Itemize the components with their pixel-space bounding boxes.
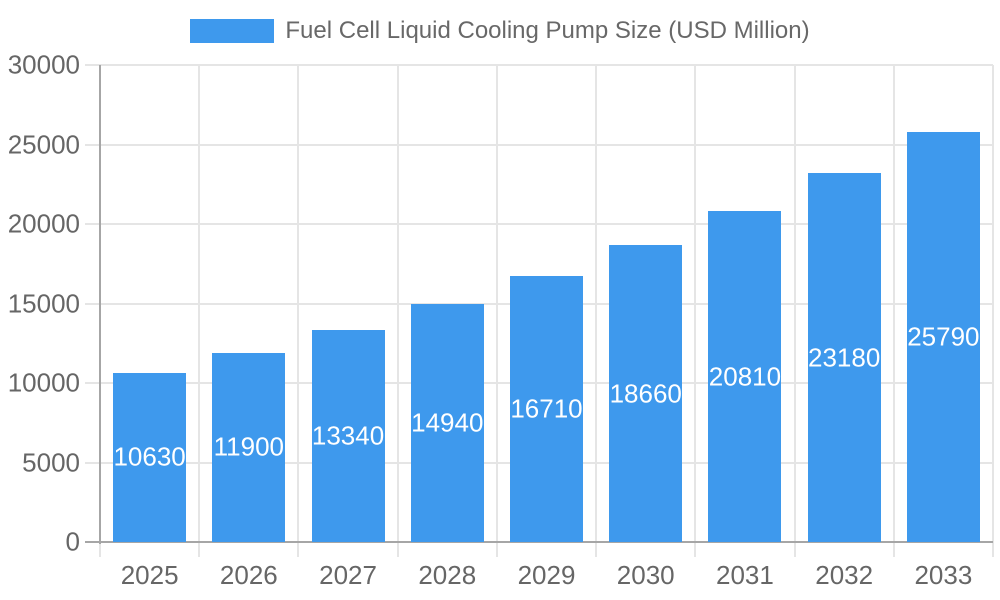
x-gridline <box>793 65 796 542</box>
y-axis-line <box>99 65 101 544</box>
x-gridline <box>694 65 697 542</box>
y-axis-tick <box>85 143 100 146</box>
y-axis-tick <box>85 223 100 225</box>
x-axis-tick <box>694 542 697 557</box>
bar-2031[interactable] <box>708 211 782 542</box>
y-tick-label: 30000 <box>7 49 80 80</box>
y-axis-tick <box>85 302 100 305</box>
y-tick-label: 5000 <box>22 447 80 477</box>
legend-swatch-icon <box>190 19 275 43</box>
x-tick-label: 2031 <box>716 560 774 590</box>
bar-2028[interactable] <box>410 304 484 542</box>
legend-label: Fuel Cell Liquid Cooling Pump Size (USD … <box>285 17 810 44</box>
x-gridline <box>892 65 895 542</box>
x-axis-tick <box>297 542 300 557</box>
bar-2025[interactable] <box>113 372 187 542</box>
x-axis-tick <box>992 542 994 557</box>
x-tick-label: 2033 <box>914 560 973 590</box>
x-tick-label: 2032 <box>815 560 874 590</box>
y-tick-label: 10000 <box>7 367 80 398</box>
x-axis-tick <box>495 542 498 557</box>
x-gridline <box>992 65 994 542</box>
x-gridline <box>495 65 498 542</box>
y-gridline <box>100 143 993 146</box>
bar-2033[interactable] <box>906 131 980 542</box>
x-axis-tick <box>892 542 895 557</box>
x-axis-tick <box>198 542 201 557</box>
y-axis-tick <box>85 64 100 66</box>
legend[interactable]: Fuel Cell Liquid Cooling Pump Size (USD … <box>0 17 1000 44</box>
y-tick-label: 25000 <box>7 129 80 159</box>
x-tick-label: 2028 <box>418 560 477 590</box>
x-axis-tick <box>99 542 101 557</box>
x-gridline <box>396 65 399 542</box>
bar-2026[interactable] <box>212 352 286 542</box>
bar-2032[interactable] <box>807 173 881 542</box>
y-tick-label: 20000 <box>7 208 80 239</box>
y-gridline <box>100 64 993 66</box>
y-tick-label: 0 <box>65 526 80 557</box>
y-tick-label: 15000 <box>7 288 80 318</box>
y-axis-tick <box>85 382 100 384</box>
bar-2030[interactable] <box>609 245 683 542</box>
x-gridline <box>198 65 201 542</box>
x-tick-label: 2025 <box>120 560 179 590</box>
x-tick-label: 2027 <box>319 560 377 590</box>
x-tick-label: 2026 <box>219 560 278 590</box>
x-gridline <box>595 65 598 542</box>
x-tick-label: 2029 <box>517 560 576 590</box>
x-axis-tick <box>396 542 399 557</box>
bar-2029[interactable] <box>510 276 583 542</box>
x-gridline <box>297 65 300 542</box>
x-axis-tick <box>595 542 598 557</box>
y-axis-tick <box>85 461 100 464</box>
x-axis-tick <box>793 542 796 557</box>
bar-2027[interactable] <box>311 329 385 542</box>
y-gridline <box>100 223 993 225</box>
x-tick-label: 2030 <box>616 560 675 590</box>
x-axis-line <box>85 541 993 543</box>
